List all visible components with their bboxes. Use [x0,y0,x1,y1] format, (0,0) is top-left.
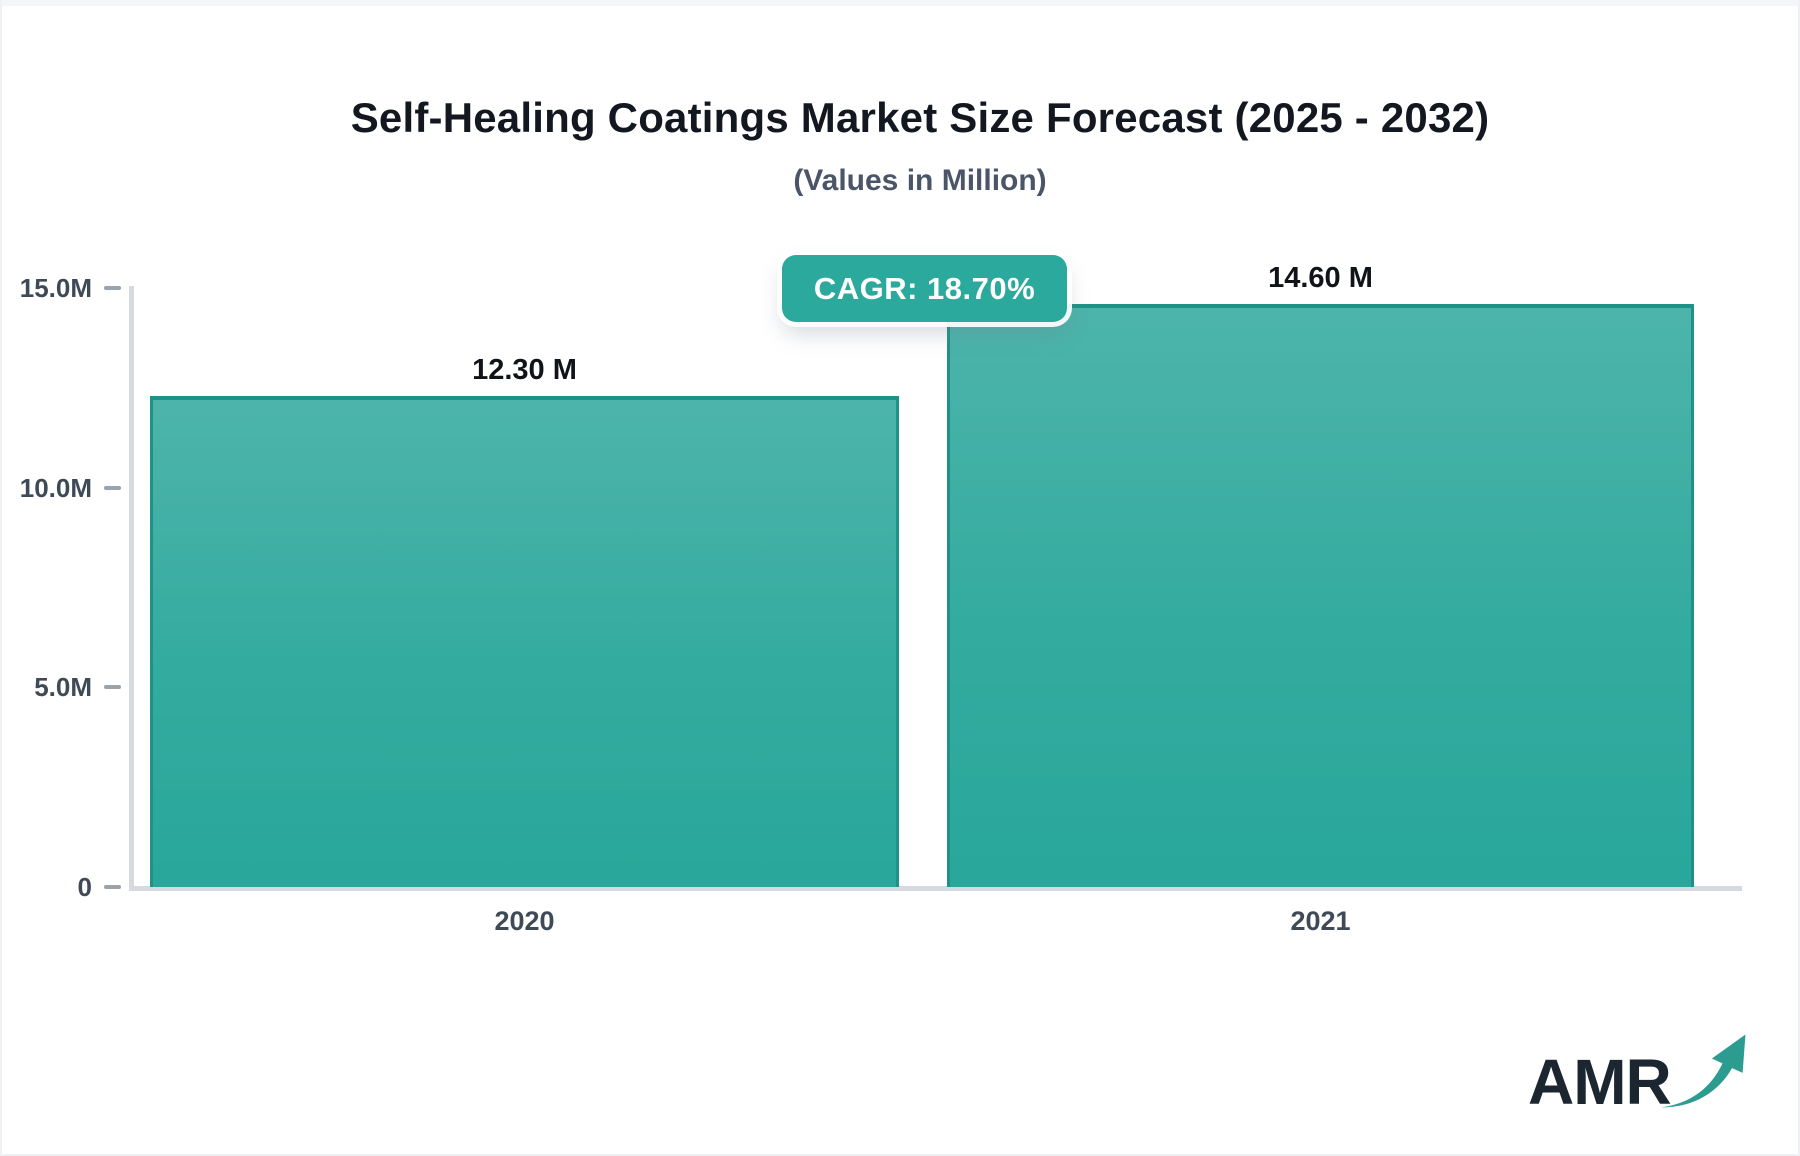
bar-2020[interactable] [150,395,899,887]
amr-logo-text: AMR [1528,1046,1672,1118]
cagr-badge: CAGR: 18.70% [782,255,1067,322]
x-tick-label-2020: 2020 [494,906,555,936]
y-tick-label: 15.0M [19,273,92,303]
tick-mark [104,485,121,490]
y-tick-label: 0 [77,872,92,902]
bar-value-label-2020: 12.30 M [472,353,577,386]
y-axis-line [129,286,134,891]
bar-2021[interactable] [947,303,1694,887]
growth-arrow-icon [1660,1034,1746,1108]
amr-logo: AMR [1528,1034,1757,1114]
bar-value-label-2021: 14.60 M [1268,261,1373,294]
x-axis-line [129,886,1742,891]
chart-subtitle: (Values in Million) [793,164,1047,197]
y-tick-label: 5.0M [34,672,92,703]
tick-mark [104,286,121,290]
x-tick-label-2021: 2021 [1290,906,1351,936]
y-tick-label: 10.0M [19,472,92,503]
chart-title: Self-Healing Coatings Market Size Foreca… [350,94,1490,141]
tick-mark [104,685,121,690]
tick-mark [104,885,121,889]
